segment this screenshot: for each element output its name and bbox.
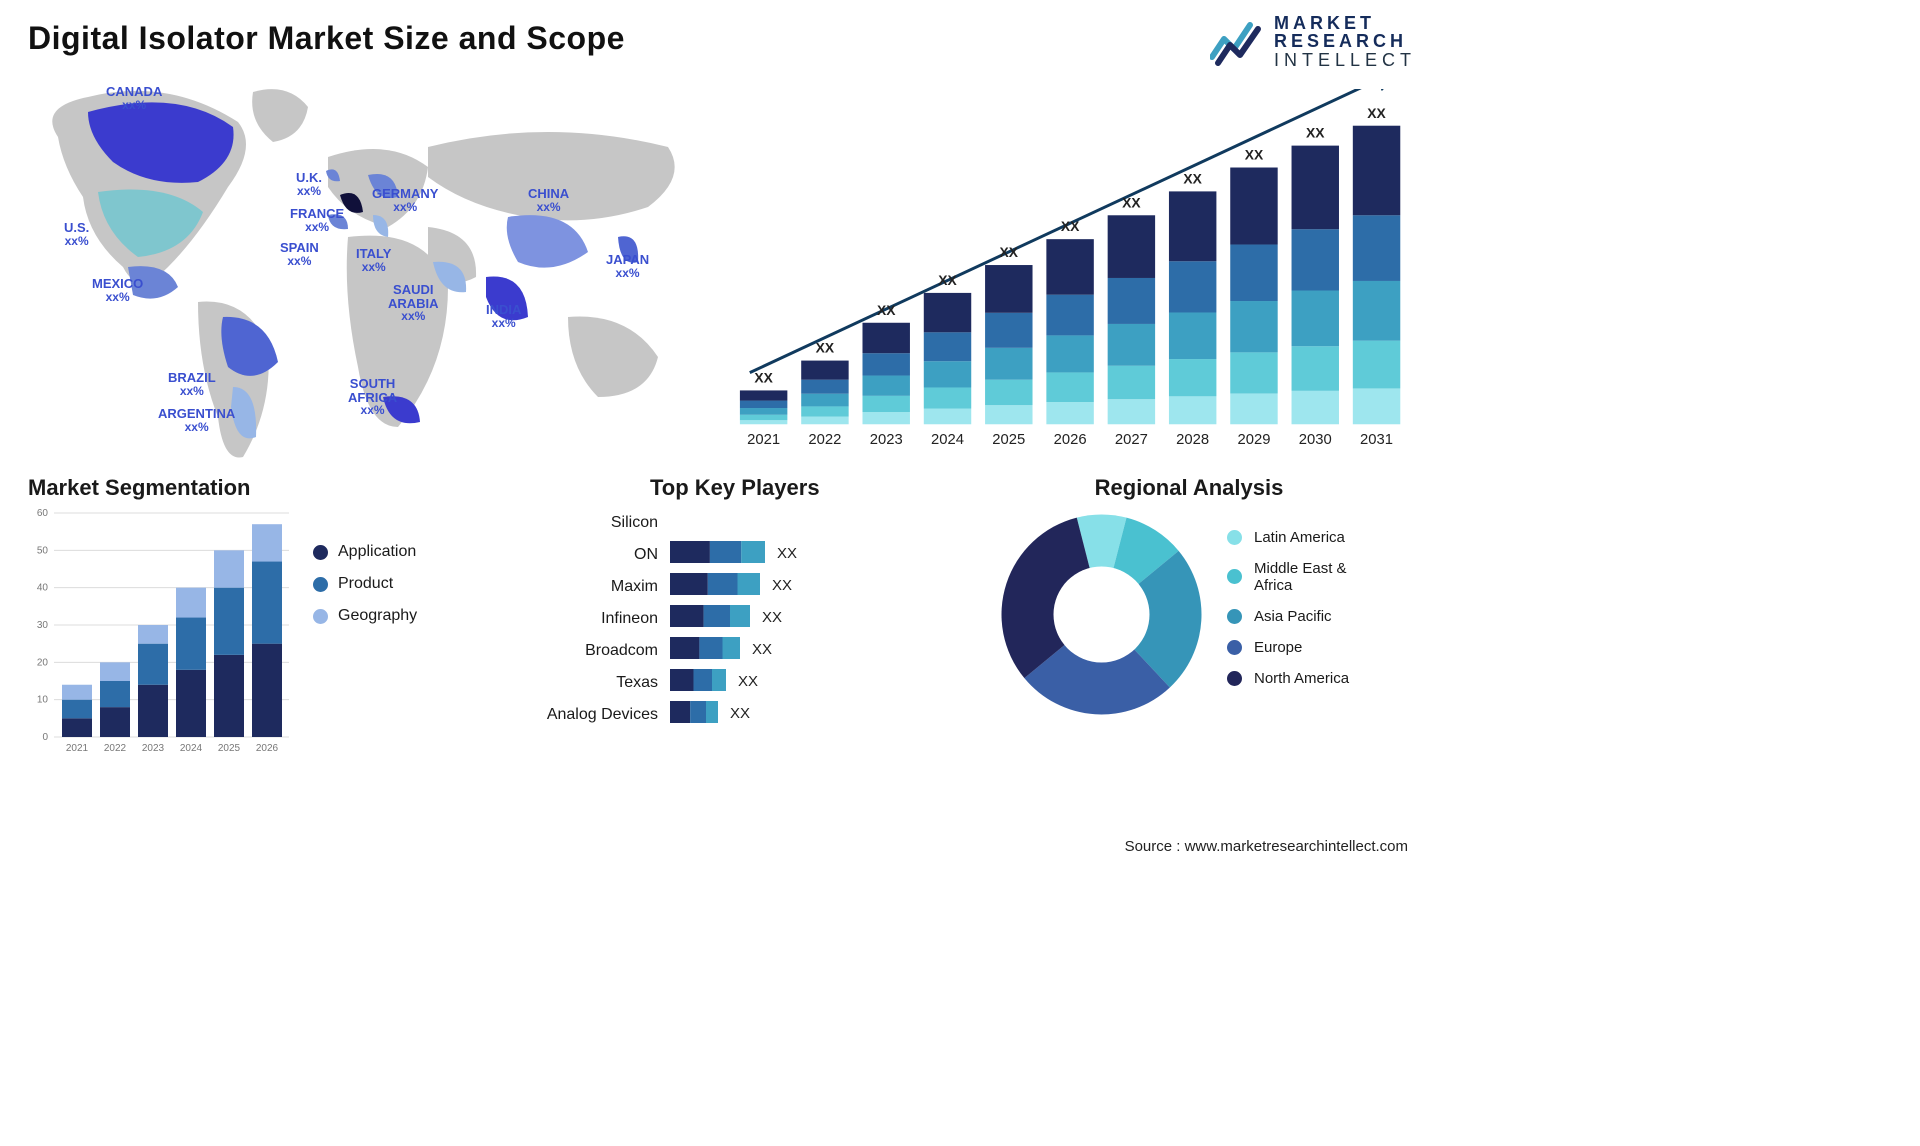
- svg-text:2029: 2029: [1237, 432, 1270, 448]
- regional-donut: [994, 507, 1209, 722]
- svg-text:2021: 2021: [747, 432, 780, 448]
- regional-legend-item: North America: [1227, 670, 1349, 687]
- logo-line3: INTELLECT: [1274, 51, 1416, 69]
- svg-text:XX: XX: [1367, 105, 1386, 121]
- segmentation-legend: Application Product Geography: [313, 543, 417, 757]
- map-country-label: MEXICOxx%: [92, 277, 143, 303]
- map-country-label: CANADAxx%: [106, 85, 162, 111]
- player-name: Broadcom: [516, 635, 658, 667]
- world-map: CANADAxx% U.S.xx% MEXICOxx% BRAZILxx% ARGENT…: [28, 67, 708, 467]
- svg-text:XX: XX: [730, 705, 750, 722]
- segmentation-legend-item: Product: [313, 575, 417, 593]
- logo-line1: MARKET: [1274, 14, 1416, 32]
- top-row: CANADAxx% U.S.xx% MEXICOxx% BRAZILxx% ARGENT…: [28, 67, 1424, 467]
- regional-legend-item: Latin America: [1227, 529, 1349, 546]
- map-country-label: SPAINxx%: [280, 241, 319, 267]
- players-labels: SiliconONMaximInfineonBroadcomTexasAnalo…: [516, 507, 670, 731]
- forecast-chart: XX XX XX XX XX XX XX XX XX XX XX 2021 2022 2023 2024 2…: [732, 89, 1424, 459]
- svg-text:50: 50: [37, 545, 49, 556]
- svg-text:2025: 2025: [992, 432, 1025, 448]
- regional-legend-item: Asia Pacific: [1227, 608, 1349, 625]
- brand-logo: MARKET RESEARCH INTELLECT: [1210, 14, 1416, 69]
- svg-text:2026: 2026: [256, 743, 279, 754]
- map-country-label: U.K.xx%: [296, 171, 322, 197]
- svg-text:2024: 2024: [931, 432, 964, 448]
- svg-text:XX: XX: [1122, 194, 1141, 210]
- segmentation-panel: Market Segmentation 0 10 20 30 40 50 60 2021 20…: [28, 475, 498, 757]
- player-name: Analog Devices: [516, 699, 658, 731]
- svg-text:2028: 2028: [1176, 432, 1209, 448]
- map-country-label: CHINAxx%: [528, 187, 569, 213]
- source-text: Source : www.marketresearchintellect.com: [1125, 838, 1408, 855]
- players-bars: XX XX XX XX XX XX: [670, 507, 970, 752]
- svg-text:2022: 2022: [808, 432, 841, 448]
- svg-text:XX: XX: [816, 340, 835, 356]
- segmentation-legend-item: Geography: [313, 607, 417, 625]
- logo-line2: RESEARCH: [1274, 32, 1416, 50]
- svg-text:20: 20: [37, 657, 49, 668]
- map-country-label: ITALYxx%: [356, 247, 391, 273]
- map-country-label: U.S.xx%: [64, 221, 89, 247]
- player-name: Silicon: [516, 507, 658, 539]
- map-country-label: SOUTHAFRICAxx%: [348, 377, 397, 417]
- player-name: Maxim: [516, 571, 658, 603]
- svg-text:XX: XX: [1245, 147, 1264, 163]
- map-country-label: INDIAxx%: [486, 303, 521, 329]
- svg-text:XX: XX: [877, 302, 896, 318]
- segmentation-title: Market Segmentation: [28, 475, 498, 501]
- bottom-row: Market Segmentation 0 10 20 30 40 50 60 2021 20…: [28, 475, 1424, 757]
- forecast-svg: XX XX XX XX XX XX XX XX XX XX XX 2021 2022 2023 2024 2…: [732, 89, 1424, 459]
- regional-legend-item: Europe: [1227, 639, 1349, 656]
- svg-text:2027: 2027: [1115, 432, 1148, 448]
- svg-text:2031: 2031: [1360, 432, 1393, 448]
- svg-text:XX: XX: [1183, 170, 1202, 186]
- page: Digital Isolator Market Size and Scope M…: [0, 0, 1452, 867]
- players-title: Top Key Players: [650, 475, 976, 501]
- svg-text:40: 40: [37, 583, 49, 594]
- svg-text:2023: 2023: [870, 432, 903, 448]
- svg-text:XX: XX: [762, 609, 782, 626]
- player-name: Texas: [516, 667, 658, 699]
- players-panel: Top Key Players SiliconONMaximInfineonBr…: [516, 475, 976, 757]
- segmentation-legend-item: Application: [313, 543, 417, 561]
- svg-text:XX: XX: [1000, 244, 1019, 260]
- segmentation-chart: 0 10 20 30 40 50 60 2021 2022 2023 2024 2025 2026: [28, 507, 293, 757]
- player-name: Infineon: [516, 603, 658, 635]
- map-country-label: FRANCExx%: [290, 207, 344, 233]
- regional-title: Regional Analysis: [994, 475, 1384, 501]
- regional-legend-item: Middle East &Africa: [1227, 560, 1349, 594]
- regional-legend: Latin America Middle East &Africa Asia Pac…: [1227, 529, 1349, 701]
- regional-panel: Regional Analysis Latin America Middle Ea…: [994, 475, 1424, 757]
- svg-text:XX: XX: [938, 272, 957, 288]
- logo-icon: [1210, 15, 1264, 69]
- svg-text:2030: 2030: [1299, 432, 1332, 448]
- svg-text:30: 30: [37, 620, 49, 631]
- svg-text:2021: 2021: [66, 743, 89, 754]
- svg-text:10: 10: [37, 695, 49, 706]
- svg-text:XX: XX: [738, 673, 758, 690]
- svg-text:XX: XX: [752, 641, 772, 658]
- svg-text:2024: 2024: [180, 743, 203, 754]
- player-name: ON: [516, 539, 658, 571]
- svg-text:2022: 2022: [104, 743, 127, 754]
- svg-text:2026: 2026: [1054, 432, 1087, 448]
- svg-text:XX: XX: [1306, 125, 1325, 141]
- svg-text:XX: XX: [1061, 218, 1080, 234]
- map-country-label: SAUDIARABIAxx%: [388, 283, 439, 323]
- svg-text:XX: XX: [754, 370, 773, 386]
- svg-text:0: 0: [42, 732, 48, 743]
- svg-text:60: 60: [37, 508, 49, 519]
- map-country-label: ARGENTINAxx%: [158, 407, 235, 433]
- svg-text:2025: 2025: [218, 743, 241, 754]
- map-country-label: BRAZILxx%: [168, 371, 216, 397]
- svg-text:2023: 2023: [142, 743, 165, 754]
- svg-text:XX: XX: [772, 577, 792, 594]
- svg-text:XX: XX: [777, 545, 797, 562]
- map-country-label: JAPANxx%: [606, 253, 649, 279]
- map-country-label: GERMANYxx%: [372, 187, 438, 213]
